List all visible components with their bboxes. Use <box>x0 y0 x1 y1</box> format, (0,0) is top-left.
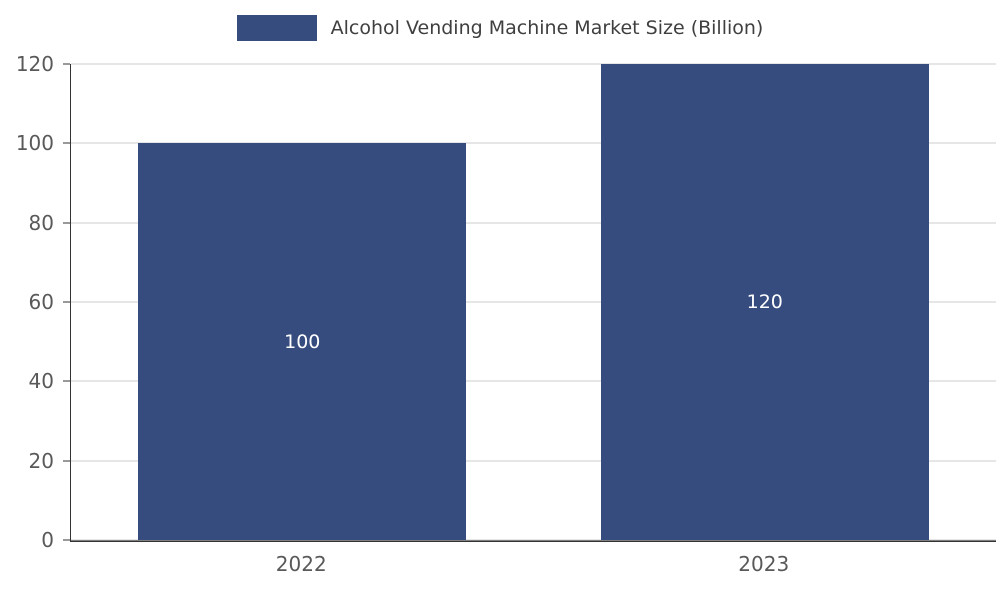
legend-swatch <box>236 15 317 41</box>
legend[interactable]: Alcohol Vending Machine Market Size (Bil… <box>0 8 1000 48</box>
gridline <box>71 380 996 382</box>
x-tick-label: 2022 <box>275 552 327 576</box>
y-tick-mark <box>63 301 70 303</box>
y-tick-mark <box>63 222 70 224</box>
bar-value-label: 120 <box>746 291 783 313</box>
bars: 100 120 <box>71 64 996 540</box>
x-axis: 2022 2023 <box>70 552 995 576</box>
bar-2023[interactable]: 120 <box>600 64 929 540</box>
gridline <box>71 63 996 65</box>
y-tick-mark <box>63 380 70 382</box>
y-tick-label: 0 <box>41 528 54 552</box>
y-tick-mark <box>63 142 70 144</box>
y-tick-label: 40 <box>28 369 54 394</box>
y-tick-label: 60 <box>28 290 54 314</box>
y-tick-label: 120 <box>15 52 54 76</box>
bar-group-2023: 120 <box>534 64 997 540</box>
y-tick-mark <box>63 63 70 65</box>
y-tick-mark <box>63 460 70 462</box>
bar-group-2022: 100 <box>71 64 534 540</box>
gridline <box>71 539 996 541</box>
y-tick-label: 80 <box>28 210 54 235</box>
y-tick-mark <box>63 539 70 541</box>
legend-label: Alcohol Vending Machine Market Size (Bil… <box>330 17 764 39</box>
gridline <box>71 301 996 303</box>
gridline <box>71 460 996 462</box>
y-tick-label: 20 <box>28 448 54 473</box>
plot-area: 100 120 <box>70 63 996 542</box>
y-tick-label: 100 <box>15 131 54 156</box>
x-tick-label: 2023 <box>738 552 790 576</box>
gridline <box>71 222 996 224</box>
bar-2022[interactable]: 100 <box>138 143 467 540</box>
bar-value-label: 100 <box>284 330 321 353</box>
gridline <box>71 142 996 144</box>
y-axis: 0 20 40 60 80 100 120 <box>0 52 70 552</box>
